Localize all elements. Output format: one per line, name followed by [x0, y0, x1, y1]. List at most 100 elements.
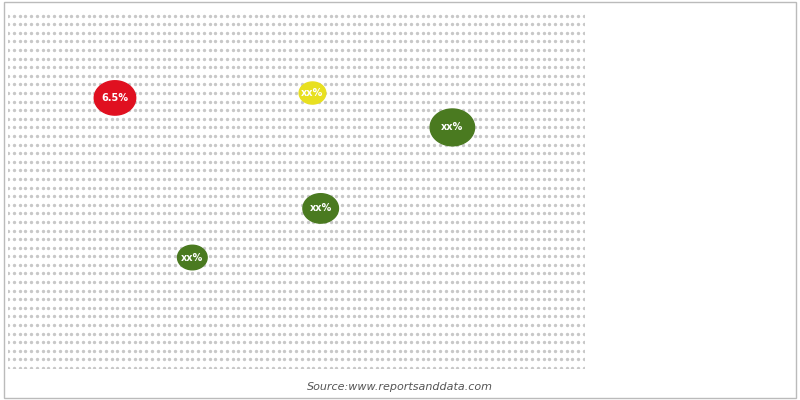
Point	[226, 176, 239, 182]
Point	[203, 288, 216, 294]
Point	[538, 339, 550, 346]
Point	[65, 227, 78, 234]
Point	[7, 150, 20, 156]
Point	[30, 12, 43, 19]
Point	[94, 38, 106, 45]
Point	[19, 107, 32, 114]
Point	[439, 81, 452, 88]
Point	[538, 236, 550, 242]
Point	[445, 193, 458, 199]
Point	[243, 73, 256, 79]
Point	[434, 339, 446, 346]
Point	[457, 98, 470, 105]
Point	[163, 116, 176, 122]
Point	[474, 12, 486, 19]
Point	[243, 184, 256, 191]
Point	[106, 56, 118, 62]
Point	[538, 227, 550, 234]
Point	[434, 150, 446, 156]
Point	[278, 219, 291, 225]
Point	[13, 158, 26, 165]
Point	[77, 107, 90, 114]
Point	[266, 133, 279, 139]
Point	[88, 107, 101, 114]
Point	[457, 124, 470, 130]
Point	[468, 167, 481, 174]
Point	[243, 348, 256, 354]
Point	[336, 107, 349, 114]
Point	[457, 133, 470, 139]
Point	[13, 227, 26, 234]
Point	[502, 202, 515, 208]
Point	[358, 158, 371, 165]
Point	[520, 167, 533, 174]
Point	[526, 288, 538, 294]
Point	[2, 167, 14, 174]
Point	[157, 133, 170, 139]
Point	[439, 21, 452, 28]
Point	[549, 253, 562, 260]
Point	[7, 202, 20, 208]
Point	[439, 227, 452, 234]
Point	[243, 150, 256, 156]
Point	[94, 98, 106, 105]
Point	[370, 176, 383, 182]
Point	[278, 21, 291, 28]
Point	[394, 227, 406, 234]
Point	[394, 236, 406, 242]
Point	[140, 12, 153, 19]
Point	[301, 305, 314, 311]
Point	[531, 21, 544, 28]
Point	[394, 21, 406, 28]
Point	[382, 270, 394, 277]
Point	[192, 244, 205, 251]
Point	[111, 236, 124, 242]
Point	[566, 167, 579, 174]
Point	[531, 356, 544, 363]
Point	[59, 141, 72, 148]
Point	[77, 30, 90, 36]
Point	[59, 133, 72, 139]
Point	[94, 81, 106, 88]
Point	[358, 116, 371, 122]
Point	[157, 184, 170, 191]
Point	[122, 202, 135, 208]
Point	[163, 365, 176, 371]
Point	[180, 98, 193, 105]
Point	[387, 150, 400, 156]
Point	[266, 150, 279, 156]
Point	[538, 116, 550, 122]
Point	[48, 176, 61, 182]
Point	[42, 236, 54, 242]
Point	[474, 305, 486, 311]
Point	[151, 262, 164, 268]
Point	[399, 116, 412, 122]
Point	[486, 12, 498, 19]
Point	[272, 184, 285, 191]
Point	[405, 73, 418, 79]
Point	[30, 30, 43, 36]
Point	[117, 158, 130, 165]
Point	[232, 133, 245, 139]
Point	[59, 56, 72, 62]
Point	[77, 348, 90, 354]
Point	[151, 150, 164, 156]
Point	[313, 47, 326, 53]
Point	[174, 73, 187, 79]
Point	[514, 270, 527, 277]
Point	[554, 210, 567, 216]
Point	[399, 305, 412, 311]
Point	[365, 219, 378, 225]
Point	[221, 202, 234, 208]
Point	[19, 296, 32, 302]
Point	[70, 356, 83, 363]
Point	[382, 133, 394, 139]
Point	[445, 236, 458, 242]
Point	[36, 253, 49, 260]
Point	[278, 176, 291, 182]
Point	[203, 270, 216, 277]
Point	[226, 116, 239, 122]
Point	[42, 202, 54, 208]
Point	[445, 348, 458, 354]
Point	[307, 107, 320, 114]
